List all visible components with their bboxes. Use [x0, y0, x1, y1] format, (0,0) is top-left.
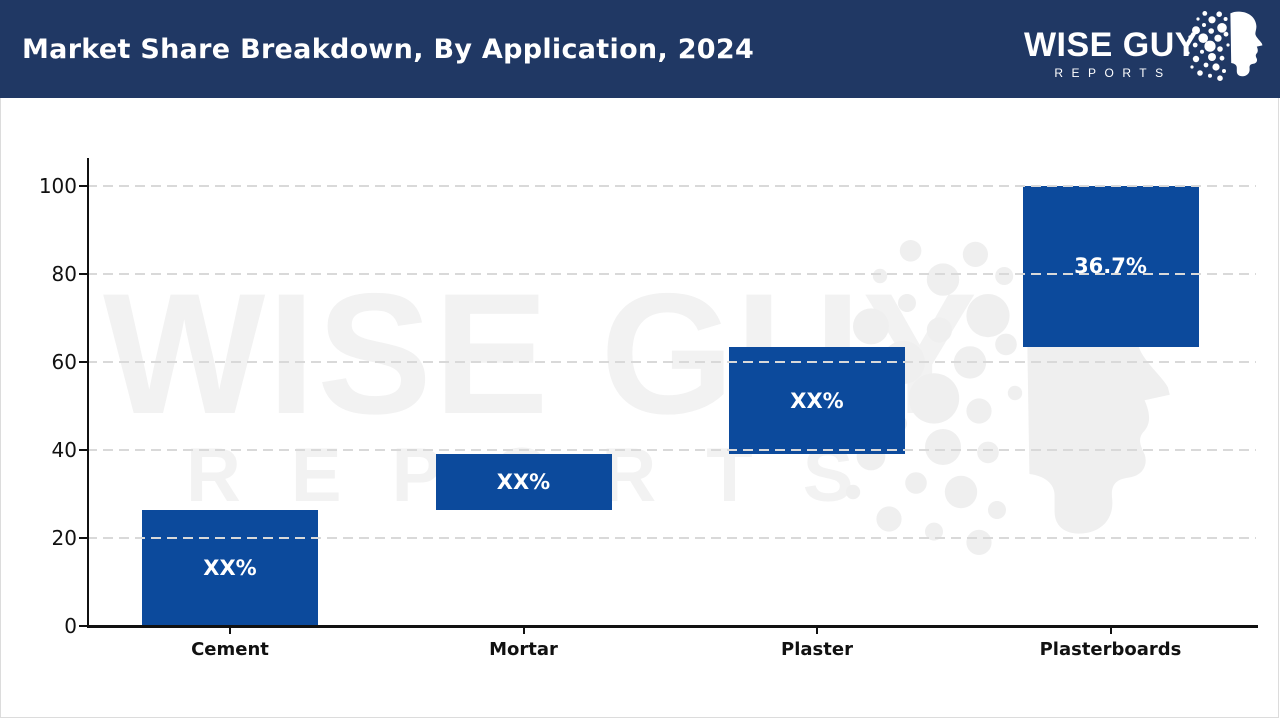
y-tick-label: 0 — [64, 614, 77, 638]
bar-value-label: XX% — [496, 470, 551, 495]
bar-segment — [142, 510, 318, 626]
y-tick-label: 100 — [38, 173, 77, 198]
x-tick-mark — [816, 628, 818, 634]
y-tick-mark — [79, 360, 87, 363]
face-profile-logo-icon — [1172, 7, 1268, 91]
bar-value-label: 36.7% — [1074, 254, 1147, 279]
brand-wordmark-line1: WISE GUY — [1023, 25, 1198, 64]
gridline — [87, 360, 1256, 363]
bar-segment — [435, 454, 612, 511]
y-axis — [87, 158, 89, 628]
y-tick-mark — [79, 448, 87, 451]
x-category-label: Plasterboards — [1039, 639, 1182, 660]
x-axis — [87, 625, 1258, 628]
bar-value-label: XX% — [790, 388, 844, 413]
brand-wordmark: WISE GUY REPORTS — [1024, 28, 1198, 79]
x-tick-mark — [1109, 628, 1112, 634]
y-tick-label: 20 — [51, 525, 77, 550]
x-tick-mark — [229, 628, 231, 634]
brand-wordmark-line2: REPORTS — [1054, 65, 1172, 80]
y-tick-mark — [79, 625, 87, 627]
y-tick-mark — [79, 184, 87, 187]
bar-segment — [729, 347, 905, 455]
page-title: Market Share Breakdown, By Application, … — [22, 33, 755, 65]
y-tick-label: 60 — [51, 349, 77, 374]
y-tick-label: 80 — [51, 261, 77, 286]
gridline — [87, 272, 1256, 275]
x-category-label: Plaster — [781, 639, 853, 660]
y-tick-mark — [79, 272, 87, 275]
bar-value-label: XX% — [203, 556, 257, 581]
x-tick-mark — [522, 628, 525, 634]
gridline — [87, 184, 1256, 187]
y-tick-label: 40 — [51, 437, 77, 462]
gridline — [87, 536, 1256, 539]
y-tick-mark — [79, 536, 87, 539]
x-category-label: Cement — [191, 639, 269, 660]
gridline — [87, 448, 1256, 451]
header-bar: Market Share Breakdown, By Application, … — [0, 0, 1280, 98]
x-category-label: Mortar — [489, 639, 558, 660]
brand-logo: WISE GUY REPORTS — [1024, 7, 1268, 91]
bar-segment — [1022, 185, 1199, 348]
